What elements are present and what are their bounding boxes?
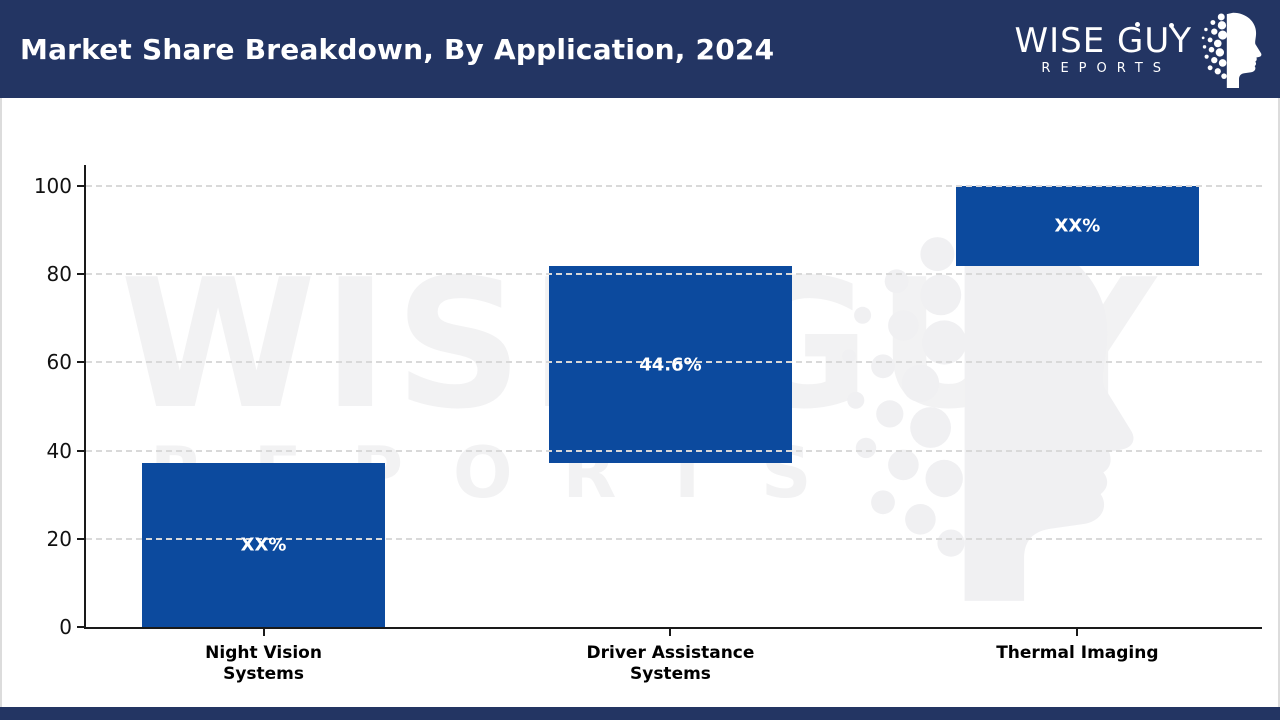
y-tick-label: 100 [33,174,72,198]
page-title: Market Share Breakdown, By Application, … [20,32,775,66]
y-tick-mark [77,537,84,540]
logo-dots-decoration [1135,21,1140,27]
logo-text: WISE GUY REPORTS [1014,20,1192,76]
header-bar: Market Share Breakdown, By Application, … [0,0,1280,98]
gridline [86,185,1262,187]
y-tick-mark [77,361,84,364]
dotted-head-icon [1196,10,1266,88]
x-category-label: Driver Assistance Systems [586,643,755,684]
x-tick-mark [1076,629,1079,636]
x-tick-mark [669,629,672,636]
chart-plot-area: 0 20 40 60 80 100 XX% Night Vision Systems 44.6% D… [34,165,1262,684]
y-tick-label: 80 [46,262,72,287]
y-axis [84,165,86,627]
y-tick-label: 60 [46,350,72,375]
x-tick-mark [262,629,265,636]
y-tick-label: 0 [59,615,72,639]
y-tick-mark [77,449,84,452]
gridline [86,537,1262,540]
x-axis [84,627,1262,629]
y-tick-mark [77,626,84,628]
y-tick-mark [77,273,84,276]
gridline [86,361,1262,364]
chart-bar [142,462,386,627]
gridline [86,449,1262,452]
wiseguy-logo: WISE GUY REPORTS [1014,0,1266,98]
x-category-label: Thermal Imaging [996,643,1159,663]
chart-bar [548,266,792,463]
bar-value-label: XX% [240,534,287,556]
chart-bar [955,186,1199,267]
y-tick-label: 40 [46,438,72,463]
logo-subname: REPORTS [1041,60,1172,76]
x-category-label: Night Vision Systems [205,643,322,684]
y-tick-label: 20 [46,526,72,551]
bar-value-label: XX% [1054,215,1101,237]
bar-value-label: 44.6% [639,354,702,376]
gridline [86,273,1262,276]
y-tick-mark [77,185,84,187]
logo-name: WISE GUY [1014,20,1192,61]
watermark-head-icon [815,220,1155,601]
footer-bar [0,707,1280,720]
